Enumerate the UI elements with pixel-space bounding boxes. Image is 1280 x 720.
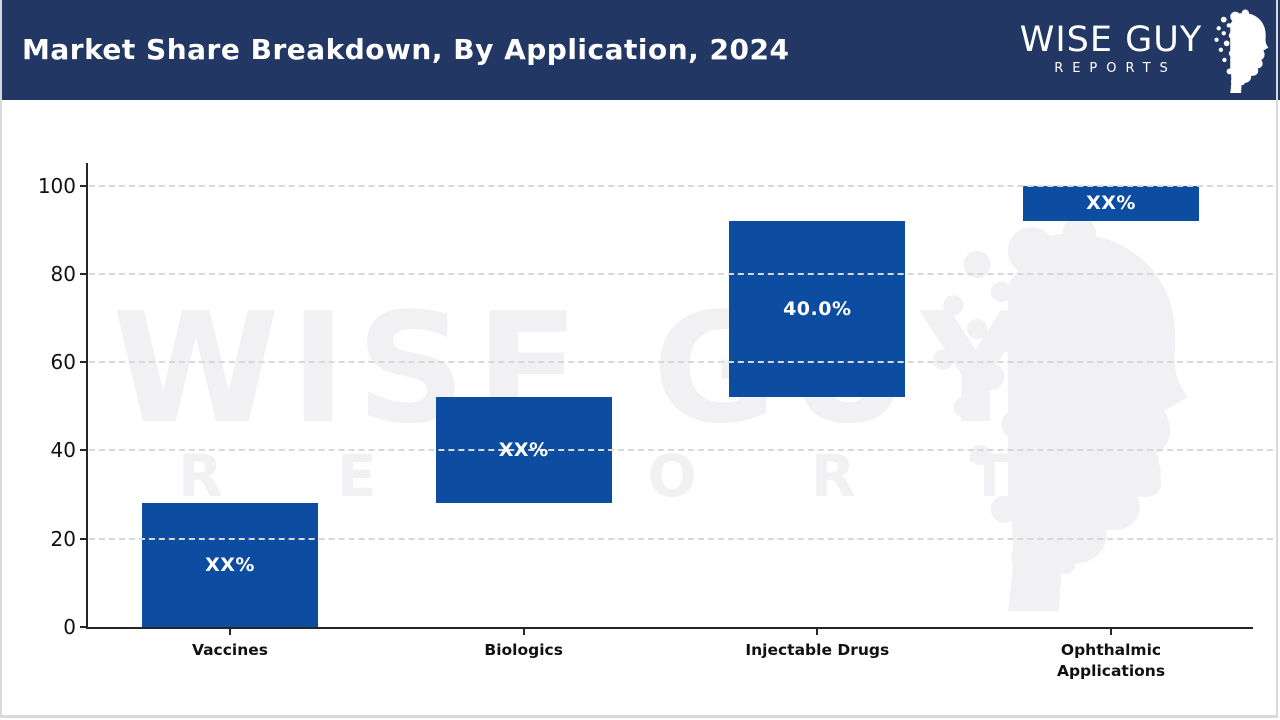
x-category-label: Biologics	[484, 641, 563, 659]
logo-text: WISE GUY REPORTS	[1016, 22, 1206, 78]
y-tick-mark	[80, 537, 88, 540]
y-tick-label: 40	[50, 438, 76, 463]
bar-value-label: XX%	[205, 554, 255, 577]
wise-guy-reports-logo: WISE GUY REPORTS	[1016, 8, 1269, 94]
logo-wordmark: WISE GUY	[1019, 20, 1203, 60]
x-category-label: Ophthalmic Applications	[1056, 641, 1166, 680]
y-gridline	[89, 184, 1273, 187]
x-category-label: Vaccines	[191, 641, 269, 659]
x-tick-mark	[1110, 627, 1112, 635]
y-tick-label: 0	[63, 615, 76, 639]
x-tick-mark	[522, 627, 525, 635]
y-tick-label: 100	[37, 173, 76, 198]
chart-bar-ophthalmic-applications	[1023, 185, 1199, 221]
y-tick-mark	[80, 449, 88, 452]
header-bar: Market Share Breakdown, By Application, …	[0, 0, 1280, 100]
bar-value-label: XX%	[1086, 192, 1136, 215]
y-gridline	[89, 361, 1273, 364]
page-title: Market Share Breakdown, By Application, …	[22, 33, 790, 66]
x-category-label: Injectable Drugs	[745, 641, 890, 659]
wise-guy-head-icon	[1214, 9, 1269, 94]
y-tick-mark	[80, 626, 88, 628]
x-tick-mark	[816, 627, 819, 635]
y-tick-label: 20	[50, 526, 76, 551]
y-gridline	[89, 272, 1273, 275]
y-tick-mark	[80, 272, 88, 275]
chart-bar-injectable-drugs	[729, 220, 906, 398]
logo-subtext: REPORTS	[1054, 61, 1177, 76]
y-tick-label: 80	[50, 261, 76, 286]
x-axis-line	[86, 627, 1253, 629]
y-tick-label: 60	[50, 350, 76, 375]
bar-value-label: 40.0%	[783, 298, 852, 321]
y-gridline	[89, 537, 1273, 540]
chart-bar-vaccines	[142, 503, 318, 627]
y-tick-mark	[80, 184, 88, 187]
y-gridline	[89, 449, 1273, 452]
y-axis-line	[86, 163, 88, 629]
bar-value-label: XX%	[498, 439, 549, 462]
x-tick-mark	[229, 627, 231, 635]
y-tick-mark	[80, 361, 88, 364]
